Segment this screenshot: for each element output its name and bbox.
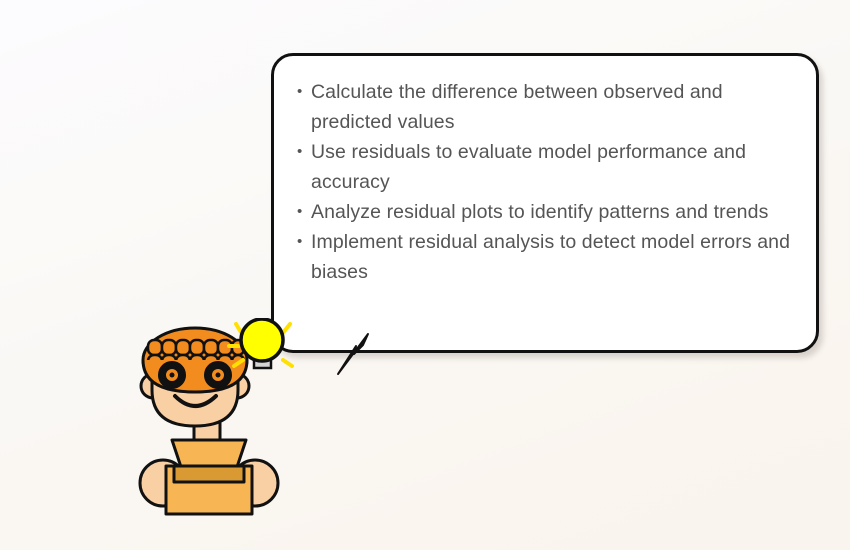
brain-cap-icon bbox=[141, 326, 249, 394]
character-body bbox=[138, 420, 280, 516]
bullet-list: Calculate the difference between observe… bbox=[297, 77, 797, 287]
lightbulb-icon bbox=[227, 318, 294, 370]
eyes-icon bbox=[158, 361, 232, 389]
smile-icon bbox=[173, 394, 218, 408]
thinking-character-figure bbox=[138, 318, 294, 516]
speech-bubble: Calculate the difference between observe… bbox=[271, 53, 819, 353]
list-item: Analyze residual plots to identify patte… bbox=[297, 197, 797, 227]
list-item: Use residuals to evaluate model performa… bbox=[297, 137, 797, 197]
list-item: Calculate the difference between observe… bbox=[297, 77, 797, 137]
list-item: Implement residual analysis to detect mo… bbox=[297, 227, 797, 287]
